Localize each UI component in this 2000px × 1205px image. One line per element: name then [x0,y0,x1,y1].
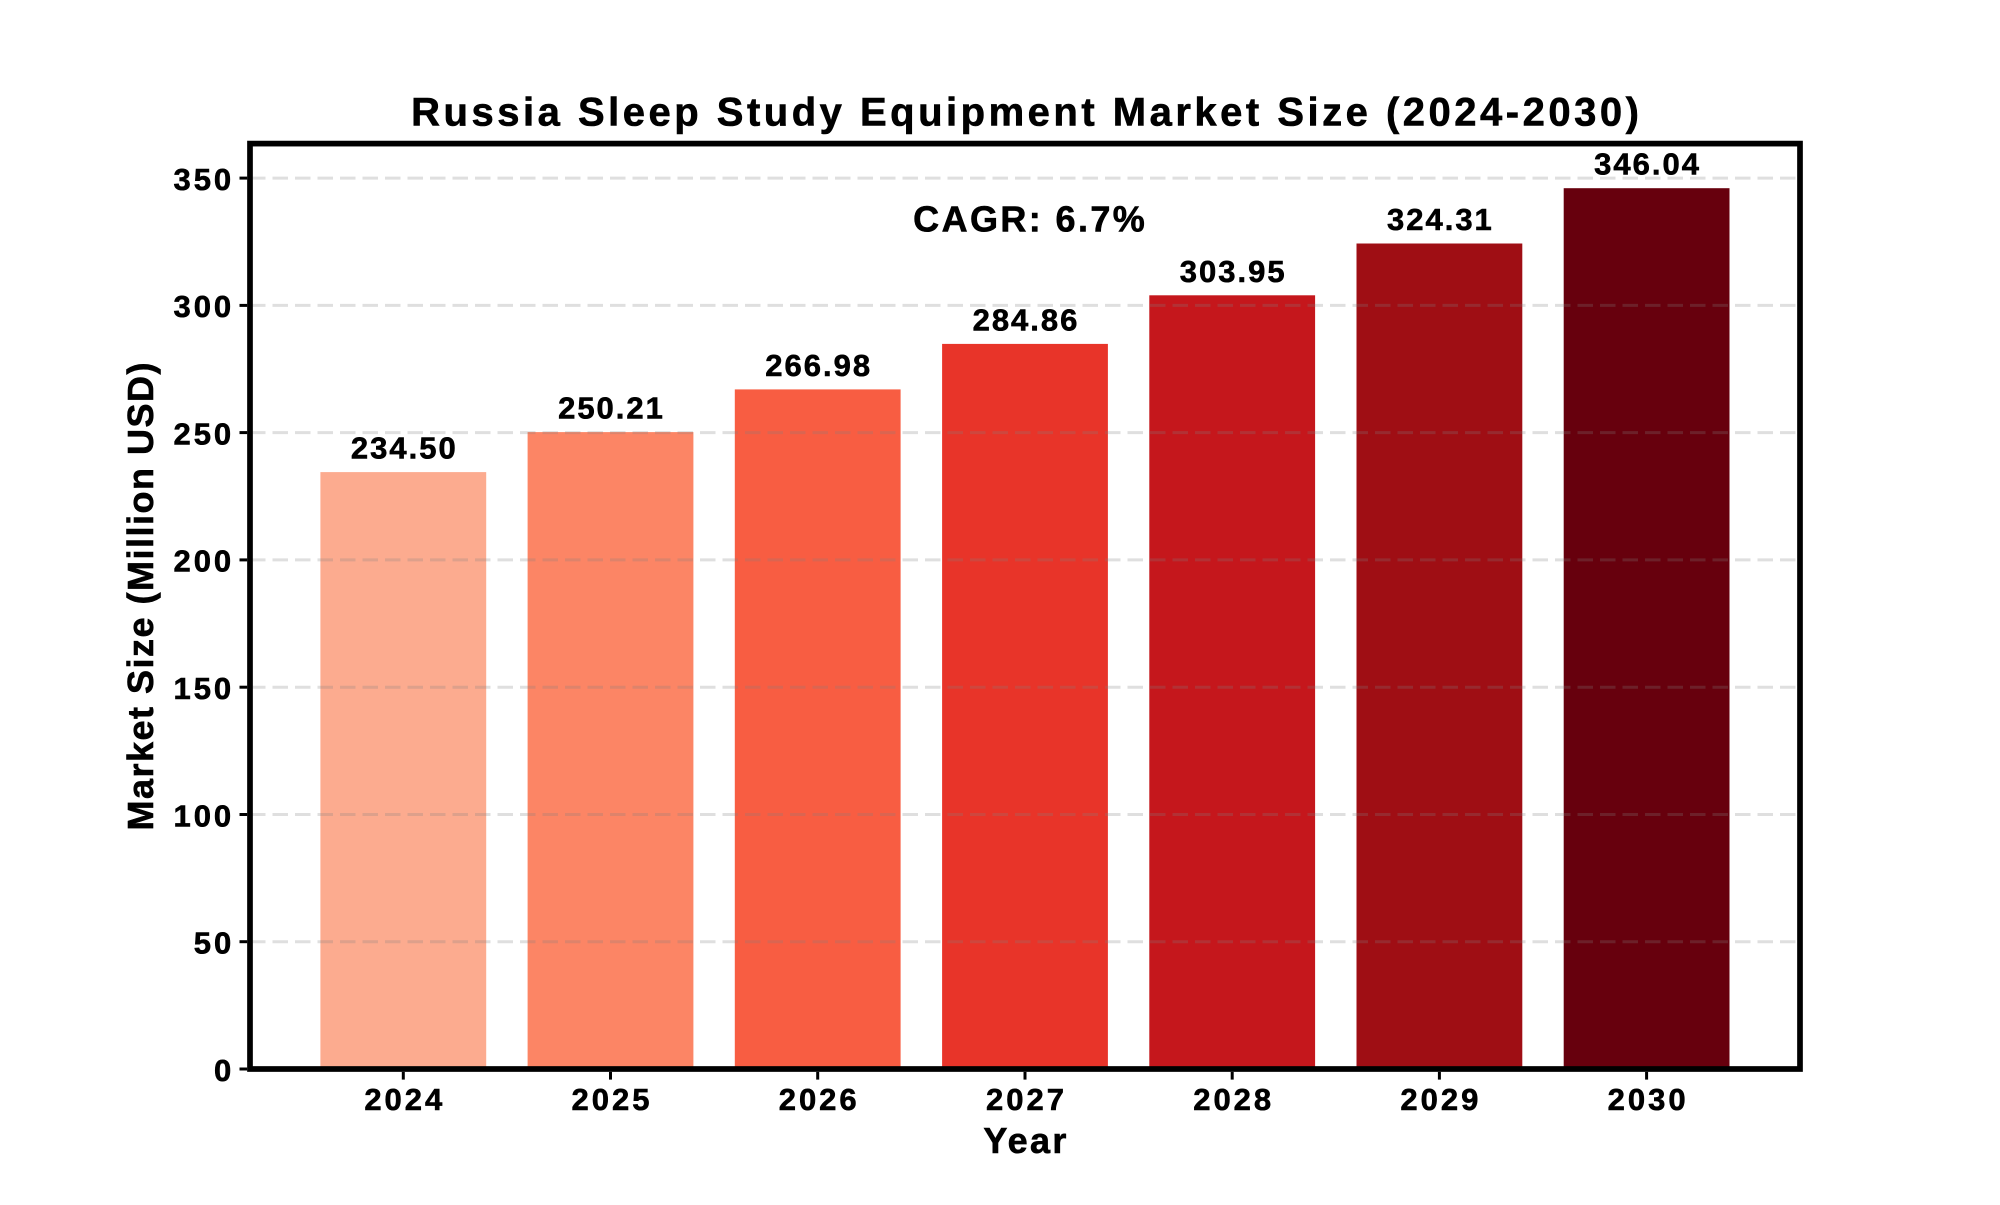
svg-text:303.95: 303.95 [1180,254,1287,289]
svg-text:50: 50 [194,926,234,961]
svg-text:2027: 2027 [986,1082,1067,1117]
svg-text:2029: 2029 [1400,1082,1481,1117]
svg-text:0: 0 [214,1053,234,1088]
svg-text:100: 100 [173,798,234,833]
svg-text:300: 300 [173,289,234,324]
svg-text:266.98: 266.98 [765,348,872,383]
svg-text:2026: 2026 [779,1082,860,1117]
svg-text:346.04: 346.04 [1594,147,1701,182]
svg-text:Year: Year [983,1120,1068,1161]
svg-text:2028: 2028 [1193,1082,1274,1117]
svg-text:CAGR: 6.7%: CAGR: 6.7% [913,199,1147,240]
svg-text:250.21: 250.21 [558,391,665,426]
svg-text:284.86: 284.86 [973,302,1080,337]
svg-text:Russia Sleep Study Equipment M: Russia Sleep Study Equipment Market Size… [411,91,1642,135]
svg-text:2024: 2024 [364,1082,445,1117]
svg-text:350: 350 [173,162,234,197]
svg-text:324.31: 324.31 [1387,202,1494,237]
svg-text:200: 200 [173,544,234,579]
svg-text:234.50: 234.50 [351,431,458,466]
svg-text:Market Size (Million USD): Market Size (Million USD) [120,361,161,831]
svg-text:2025: 2025 [572,1082,653,1117]
svg-text:2030: 2030 [1608,1082,1689,1117]
svg-text:150: 150 [173,671,234,706]
svg-text:250: 250 [173,416,234,451]
